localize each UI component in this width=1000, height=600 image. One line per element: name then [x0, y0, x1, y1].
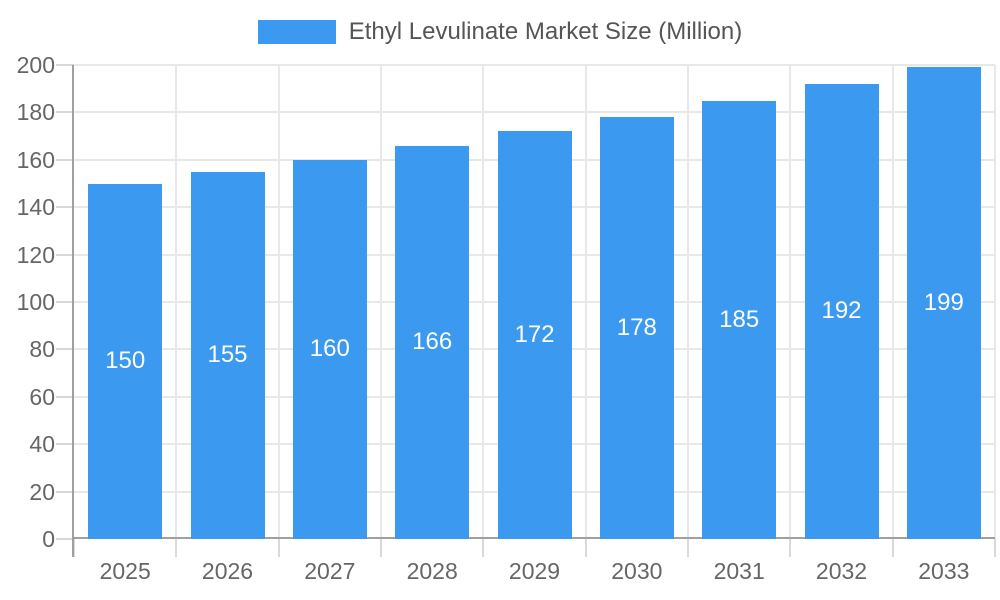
bar: 178 — [599, 117, 674, 539]
y-axis-tick — [56, 64, 74, 66]
y-tick-label: 20 — [29, 478, 55, 505]
y-axis-tick — [56, 443, 74, 446]
y-tick-label: 40 — [29, 431, 55, 458]
y-axis-tick — [56, 538, 74, 540]
bar-value-label: 199 — [923, 289, 964, 317]
y-tick-label: 160 — [16, 146, 55, 173]
legend-swatch — [257, 20, 336, 44]
x-axis-tick — [687, 539, 689, 557]
legend-label: Ethyl Levulinate Market Size (Million) — [348, 18, 743, 45]
gridline-vertical — [687, 65, 689, 539]
y-axis-tick — [56, 158, 74, 161]
bar-value-label: 185 — [719, 305, 760, 333]
bar-value-label: 166 — [412, 328, 453, 356]
bar: 155 — [190, 171, 265, 539]
gridline-vertical — [482, 65, 485, 539]
gridline-vertical — [584, 65, 587, 539]
gridline-vertical — [789, 65, 792, 539]
y-axis-tick — [56, 111, 74, 114]
y-axis-tick — [56, 395, 74, 398]
y-tick-label: 120 — [16, 241, 55, 268]
bar: 166 — [395, 145, 470, 539]
bar: 160 — [292, 159, 367, 539]
x-axis-tick — [994, 539, 996, 557]
y-tick-label: 0 — [42, 526, 55, 552]
y-tick-label: 180 — [16, 99, 55, 126]
bar: 192 — [804, 83, 879, 539]
bar-value-label: 155 — [207, 341, 248, 369]
x-axis-tick — [73, 539, 75, 557]
y-axis-tick — [56, 206, 74, 209]
gridline-vertical — [175, 65, 178, 539]
x-axis-tick — [482, 539, 485, 557]
bar: 172 — [497, 131, 572, 539]
gridline-vertical — [380, 65, 382, 539]
y-axis-tick — [56, 348, 74, 351]
x-axis-tick — [175, 539, 178, 557]
y-tick-label: 80 — [29, 336, 55, 363]
x-axis-tick — [277, 539, 280, 557]
x-tick-label: 2031 — [713, 558, 765, 584]
x-tick-label: 2032 — [815, 558, 868, 584]
x-axis-tick — [380, 539, 382, 557]
bar: 199 — [906, 67, 981, 539]
x-axis-tick — [789, 539, 792, 557]
x-tick-label: 2033 — [918, 558, 970, 584]
gridline-vertical — [891, 65, 894, 539]
gridline-horizontal — [74, 64, 995, 66]
bar: 150 — [88, 183, 163, 539]
x-tick-label: 2028 — [406, 558, 458, 584]
gridline-horizontal — [74, 111, 995, 114]
y-axis-tick — [56, 253, 74, 256]
gridline-vertical — [277, 65, 280, 539]
x-tick-label: 2025 — [99, 558, 151, 584]
x-tick-label: 2027 — [304, 558, 356, 584]
bar-value-label: 172 — [514, 321, 555, 349]
y-tick-label: 60 — [29, 383, 55, 410]
bar: 185 — [702, 100, 777, 539]
gridline-vertical — [994, 65, 996, 539]
y-tick-label: 200 — [16, 52, 55, 78]
y-tick-label: 100 — [16, 289, 55, 315]
x-tick-label: 2030 — [611, 558, 663, 584]
bar-value-label: 150 — [105, 347, 146, 375]
x-tick-label: 2026 — [201, 558, 254, 584]
y-axis-tick — [56, 301, 74, 303]
x-axis-tick — [584, 539, 587, 557]
bar-value-label: 178 — [616, 314, 657, 342]
x-tick-label: 2029 — [508, 558, 561, 584]
y-axis-tick — [56, 490, 74, 493]
legend[interactable]: Ethyl Levulinate Market Size (Million) — [0, 17, 1000, 47]
y-tick-label: 140 — [16, 194, 55, 221]
y-axis-line — [72, 65, 74, 557]
x-axis-tick — [891, 539, 894, 557]
bar-value-label: 192 — [821, 297, 862, 325]
bar-value-label: 160 — [309, 335, 350, 363]
